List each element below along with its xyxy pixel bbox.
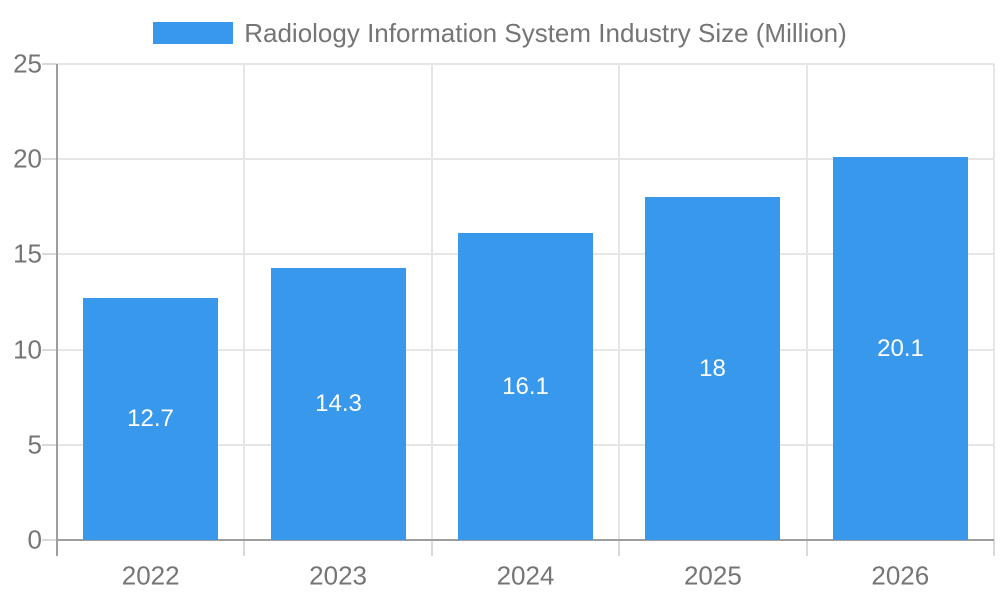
y-tick-20 <box>42 158 57 161</box>
x-axis-label-2022: 2022 <box>121 560 180 591</box>
bar-value-label-2025: 18 <box>699 354 726 382</box>
bar-2025[interactable]: 18 <box>645 197 780 540</box>
y-axis-label-25: 25 <box>13 48 42 79</box>
y-tick-10 <box>42 348 57 351</box>
y-tick-25 <box>42 63 57 65</box>
bar-2022[interactable]: 12.7 <box>83 298 218 540</box>
gridline-x-5 <box>993 64 995 540</box>
x-tick-5 <box>993 540 995 556</box>
gridline-y-25 <box>57 63 994 65</box>
legend-label: Radiology Information System Industry Si… <box>244 18 847 48</box>
legend-swatch <box>153 22 234 44</box>
y-axis-label-10: 10 <box>13 334 42 365</box>
bar-2024[interactable]: 16.1 <box>458 233 593 540</box>
y-tick-15 <box>42 253 57 256</box>
plot-area: 12.7 14.3 16.1 18 20.1 <box>42 63 995 556</box>
x-tick-4 <box>806 540 808 556</box>
bar-value-label-2026: 20.1 <box>877 334 924 362</box>
bar-value-label-2023: 14.3 <box>315 390 362 417</box>
gridline-x-4 <box>806 64 808 540</box>
legend: Radiology Information System Industry Si… <box>0 16 1000 50</box>
x-axis-label-2025: 2025 <box>683 560 742 591</box>
x-tick-2 <box>431 540 433 556</box>
gridline-x-2 <box>431 64 433 540</box>
gridline-y-20 <box>57 158 994 161</box>
y-axis-label-5: 5 <box>27 429 42 460</box>
y-tick-0 <box>42 539 57 541</box>
bar-value-label-2022: 12.7 <box>127 405 174 432</box>
bar-value-label-2024: 16.1 <box>502 372 549 400</box>
x-axis-label-2024: 2024 <box>496 560 555 591</box>
y-tick-5 <box>42 443 57 446</box>
bar-2026[interactable]: 20.1 <box>833 157 968 540</box>
x-tick-3 <box>618 540 620 556</box>
y-axis-line <box>56 64 58 556</box>
gridline-x-1 <box>243 64 245 540</box>
gridline-x-3 <box>618 64 620 540</box>
x-axis-label-2026: 2026 <box>871 560 930 591</box>
bar-2023[interactable]: 14.3 <box>271 268 406 540</box>
y-axis-label-20: 20 <box>13 143 42 174</box>
x-tick-1 <box>243 540 245 556</box>
y-axis-label-15: 15 <box>13 238 42 269</box>
y-axis-label-0: 0 <box>27 524 42 555</box>
x-axis-baseline <box>57 539 994 541</box>
x-axis-label-2023: 2023 <box>309 560 368 591</box>
